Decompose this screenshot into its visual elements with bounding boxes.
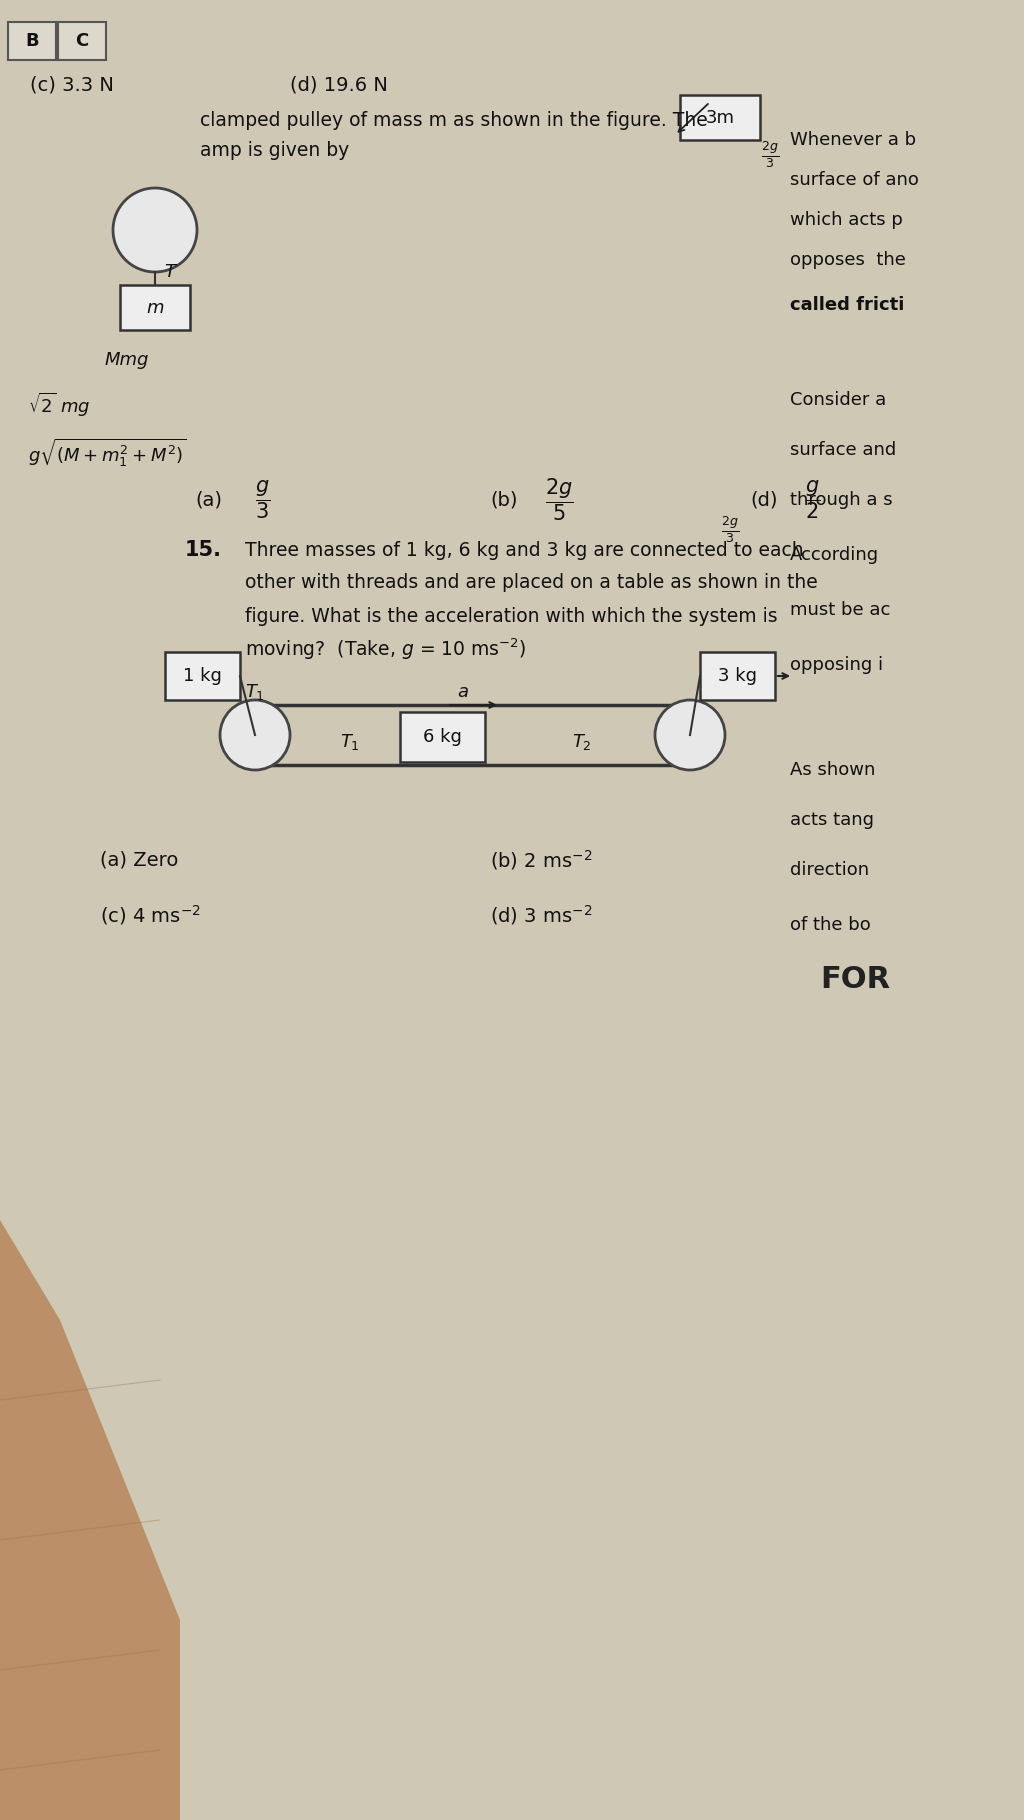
Text: (d): (d) xyxy=(750,491,777,510)
Text: (c) 3.3 N: (c) 3.3 N xyxy=(30,75,114,95)
Text: As shown: As shown xyxy=(790,761,876,779)
Bar xyxy=(120,286,190,329)
Text: of the bo: of the bo xyxy=(790,915,870,934)
Text: 6 kg: 6 kg xyxy=(423,728,462,746)
Bar xyxy=(165,652,240,701)
Text: surface and: surface and xyxy=(790,440,896,459)
Text: $T_2$: $T_2$ xyxy=(572,732,592,752)
Text: $\frac{2g}{3}$: $\frac{2g}{3}$ xyxy=(761,140,779,171)
Text: must be ac: must be ac xyxy=(790,601,891,619)
Text: $g\sqrt{(M + m_1^2 + M^2)}$: $g\sqrt{(M + m_1^2 + M^2)}$ xyxy=(28,437,187,470)
Polygon shape xyxy=(0,1219,180,1820)
Text: C: C xyxy=(76,33,89,49)
Text: a: a xyxy=(458,682,469,701)
Text: figure. What is the acceleration with which the system is: figure. What is the acceleration with wh… xyxy=(245,606,777,626)
Text: 3 kg: 3 kg xyxy=(718,666,757,684)
Text: through a s: through a s xyxy=(790,491,893,510)
Text: direction: direction xyxy=(790,861,869,879)
Text: $\dfrac{2g}{5}$: $\dfrac{2g}{5}$ xyxy=(545,477,573,524)
Text: moving?  (Take, $g$ = 10 ms$^{-2}$): moving? (Take, $g$ = 10 ms$^{-2}$) xyxy=(245,637,526,662)
Text: $\dfrac{g}{2}$: $\dfrac{g}{2}$ xyxy=(805,479,820,521)
Text: (a) Zero: (a) Zero xyxy=(100,850,178,870)
Text: $T_1$: $T_1$ xyxy=(340,732,359,752)
Text: B: B xyxy=(26,33,39,49)
Text: opposes  the: opposes the xyxy=(790,251,906,269)
Text: 3m: 3m xyxy=(706,109,734,127)
Circle shape xyxy=(113,187,197,271)
Text: $\dfrac{g}{3}$: $\dfrac{g}{3}$ xyxy=(255,479,270,521)
Bar xyxy=(8,22,56,60)
Text: (b) 2 ms$^{-2}$: (b) 2 ms$^{-2}$ xyxy=(490,848,593,872)
Text: opposing i: opposing i xyxy=(790,655,883,673)
Text: Consider a: Consider a xyxy=(790,391,886,410)
Bar xyxy=(400,712,485,763)
Circle shape xyxy=(655,701,725,770)
Text: Mmg: Mmg xyxy=(105,351,150,369)
Text: (c) 4 ms$^{-2}$: (c) 4 ms$^{-2}$ xyxy=(100,903,201,926)
Text: amp is given by: amp is given by xyxy=(200,140,349,160)
Text: acts tang: acts tang xyxy=(790,812,874,828)
Text: other with threads and are placed on a table as shown in the: other with threads and are placed on a t… xyxy=(245,573,818,593)
Text: (b): (b) xyxy=(490,491,517,510)
Text: (a): (a) xyxy=(195,491,222,510)
Text: clamped pulley of mass m as shown in the figure. The: clamped pulley of mass m as shown in the… xyxy=(200,111,708,129)
Bar xyxy=(700,652,775,701)
Circle shape xyxy=(220,701,290,770)
Text: (d) 3 ms$^{-2}$: (d) 3 ms$^{-2}$ xyxy=(490,903,593,926)
Text: (d) 19.6 N: (d) 19.6 N xyxy=(290,75,388,95)
Text: Three masses of 1 kg, 6 kg and 3 kg are connected to each: Three masses of 1 kg, 6 kg and 3 kg are … xyxy=(245,541,804,559)
Text: $\frac{2g}{3}$: $\frac{2g}{3}$ xyxy=(721,515,739,546)
Text: Whenever a b: Whenever a b xyxy=(790,131,916,149)
Text: FOR: FOR xyxy=(820,965,890,994)
Text: 15.: 15. xyxy=(185,541,222,561)
Text: $\sqrt{2}\ mg$: $\sqrt{2}\ mg$ xyxy=(28,391,90,419)
Text: According: According xyxy=(790,546,880,564)
Text: $T_1$: $T_1$ xyxy=(245,682,265,703)
Text: T: T xyxy=(165,264,175,280)
Text: surface of ano: surface of ano xyxy=(790,171,919,189)
Text: m: m xyxy=(146,298,164,317)
Bar xyxy=(680,95,760,140)
Text: 1 kg: 1 kg xyxy=(182,666,221,684)
Bar xyxy=(58,22,106,60)
Text: called fricti: called fricti xyxy=(790,297,904,315)
Text: which acts p: which acts p xyxy=(790,211,903,229)
